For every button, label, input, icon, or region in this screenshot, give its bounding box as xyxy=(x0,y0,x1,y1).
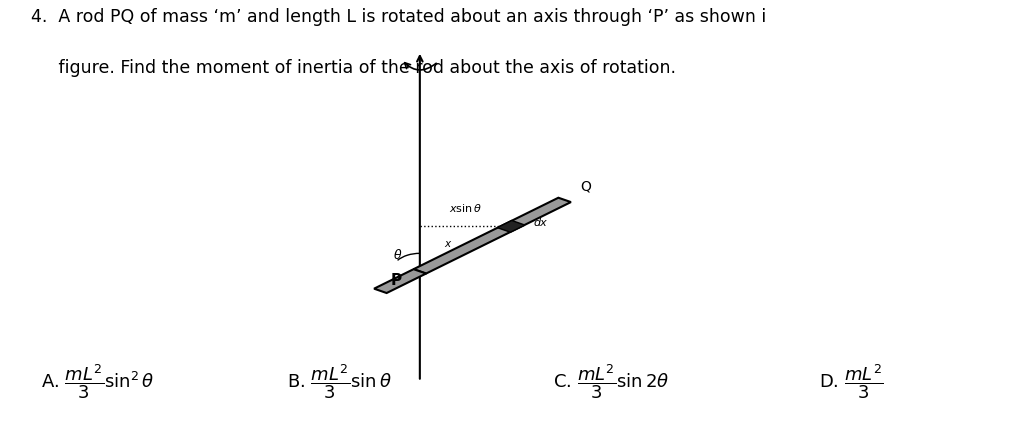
Text: x: x xyxy=(444,240,451,249)
Polygon shape xyxy=(374,269,426,293)
Polygon shape xyxy=(414,198,571,273)
Text: $x\sin\theta$: $x\sin\theta$ xyxy=(449,202,482,214)
Text: D. $\dfrac{mL^2}{3}$: D. $\dfrac{mL^2}{3}$ xyxy=(819,362,884,401)
Text: A. $\dfrac{mL^2}{3}\sin^2\theta$: A. $\dfrac{mL^2}{3}\sin^2\theta$ xyxy=(41,362,155,401)
Text: B. $\dfrac{mL^2}{3}\sin\theta$: B. $\dfrac{mL^2}{3}\sin\theta$ xyxy=(287,362,391,401)
Text: Q: Q xyxy=(580,179,591,193)
Text: P: P xyxy=(390,273,401,288)
Text: C. $\dfrac{mL^2}{3}\sin 2\theta$: C. $\dfrac{mL^2}{3}\sin 2\theta$ xyxy=(553,362,670,401)
Text: dx: dx xyxy=(534,218,547,228)
Text: $\theta$: $\theta$ xyxy=(392,248,402,262)
Polygon shape xyxy=(498,220,525,232)
Text: 4.  A rod PQ of mass ‘m’ and length L is rotated about an axis through ‘P’ as sh: 4. A rod PQ of mass ‘m’ and length L is … xyxy=(31,8,766,26)
Text: figure. Find the moment of inertia of the rod about the axis of rotation.: figure. Find the moment of inertia of th… xyxy=(31,59,676,77)
